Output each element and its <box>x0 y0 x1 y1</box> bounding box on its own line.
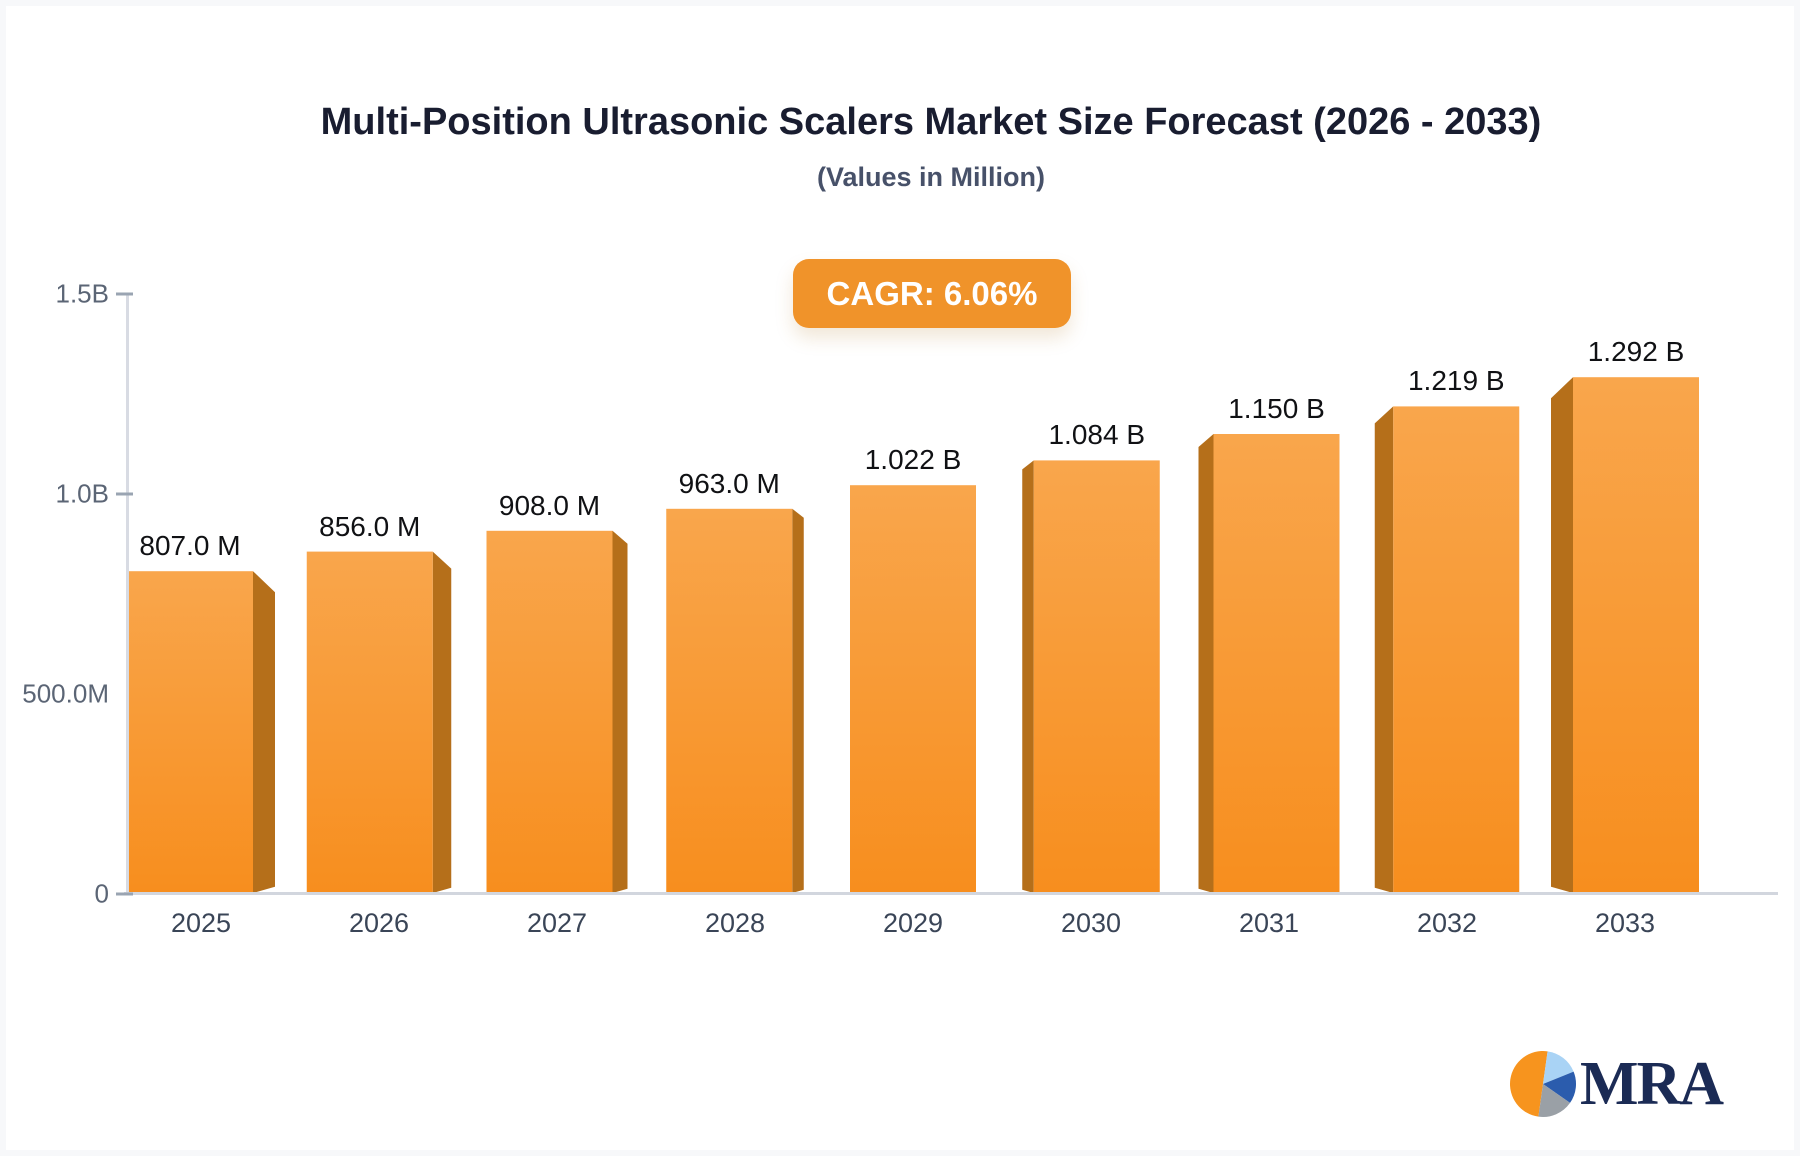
bar-2025[interactable] <box>127 571 253 893</box>
y-axis-line <box>126 293 129 895</box>
x-axis-label-2032: 2032 <box>1416 908 1478 938</box>
y-axis-tick-mark <box>116 492 133 496</box>
bar-2033[interactable] <box>1573 377 1699 893</box>
bar-value-label: 1.292 B <box>1587 336 1685 368</box>
bar-chart-canvas <box>127 377 1699 893</box>
y-axis-tick-label: 1.0B <box>55 478 110 509</box>
bar-value-label: 807.0 M <box>139 530 241 562</box>
bar-3d-side <box>1198 434 1214 893</box>
bar-2026[interactable] <box>306 551 433 893</box>
x-axis-label-2029: 2029 <box>882 908 944 938</box>
mra-logo: MRA <box>1508 1049 1724 1119</box>
x-axis-label-2026: 2026 <box>348 908 410 938</box>
bar-value-label: 908.0 M <box>498 489 601 521</box>
x-axis-label-2030: 2030 <box>1060 908 1122 938</box>
bar-3d-side <box>792 508 804 893</box>
x-axis-line <box>124 892 1778 895</box>
bar-2029[interactable] <box>850 485 976 893</box>
bar-value-label: 1.022 B <box>864 444 962 476</box>
bar-3d-side <box>612 530 628 893</box>
mra-logo-pie-icon <box>1509 1050 1577 1118</box>
x-axis-label-2025: 2025 <box>170 908 232 938</box>
cagr-badge: CAGR: 6.06% <box>793 259 1071 328</box>
bar-2032[interactable] <box>1393 406 1520 893</box>
bar-3d-side <box>253 571 275 893</box>
bar-value-label: 963.0 M <box>678 467 780 499</box>
bar-value-label: 856.0 M <box>319 510 421 542</box>
x-axis-label-2033: 2033 <box>1594 908 1656 938</box>
y-axis-tick-mark <box>116 292 133 296</box>
y-axis-tick-mark <box>116 892 133 896</box>
chart-header: Multi-Position Ultrasonic Scalers Market… <box>6 6 1794 193</box>
bar-3d-side <box>1374 406 1394 893</box>
bar-3d-side <box>1551 377 1573 893</box>
bar-2030[interactable] <box>1033 460 1160 893</box>
x-axis-label-2027: 2027 <box>526 908 588 938</box>
bar-2027[interactable] <box>486 530 613 893</box>
bar-3d-side <box>432 551 452 893</box>
cagr-badge-label: CAGR: 6.06% <box>826 274 1038 312</box>
y-axis-tick-label: 1.5B <box>55 278 110 309</box>
bar-2031[interactable] <box>1213 434 1340 893</box>
chart-title: Multi-Position Ultrasonic Scalers Market… <box>320 101 1542 143</box>
bar-value-label: 1.084 B <box>1048 419 1146 451</box>
x-axis-label-2031: 2031 <box>1238 908 1300 938</box>
chart-subtitle: (Values in Million) <box>816 162 1046 192</box>
bar-2028[interactable] <box>666 508 793 893</box>
bar-value-label: 1.150 B <box>1228 393 1325 424</box>
y-axis-tick-label: 0 <box>94 878 109 909</box>
mra-logo-text: MRA <box>1580 1050 1724 1118</box>
x-axis-label-2028: 2028 <box>704 908 766 938</box>
bar-value-label: 1.219 B <box>1407 365 1505 397</box>
bar-3d-side <box>1022 460 1034 893</box>
y-axis-tick-label: 500.0M <box>22 678 109 709</box>
